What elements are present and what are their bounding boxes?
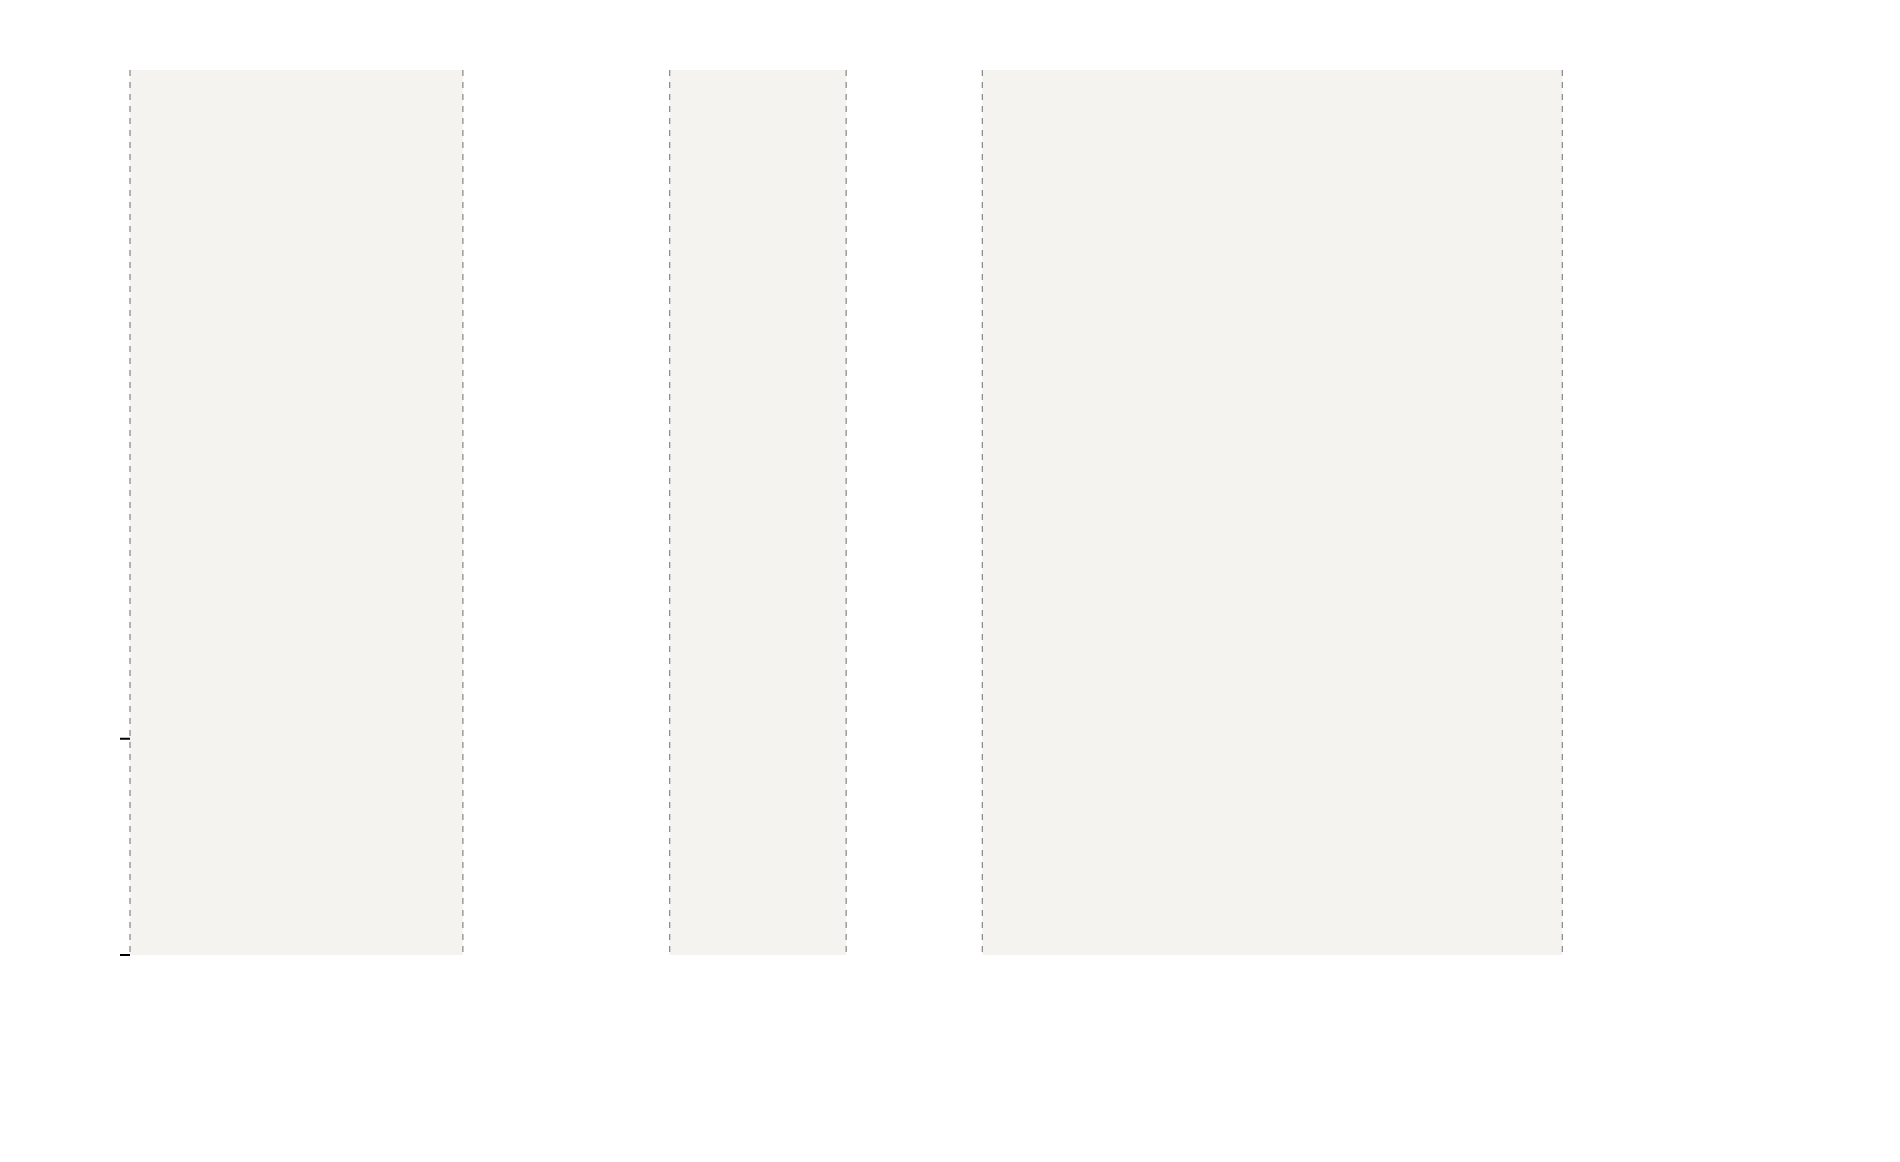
stage-band [130,70,463,955]
stage-band [670,70,847,955]
stage-band [982,70,1562,955]
species-diversity-chart [0,0,1900,1162]
